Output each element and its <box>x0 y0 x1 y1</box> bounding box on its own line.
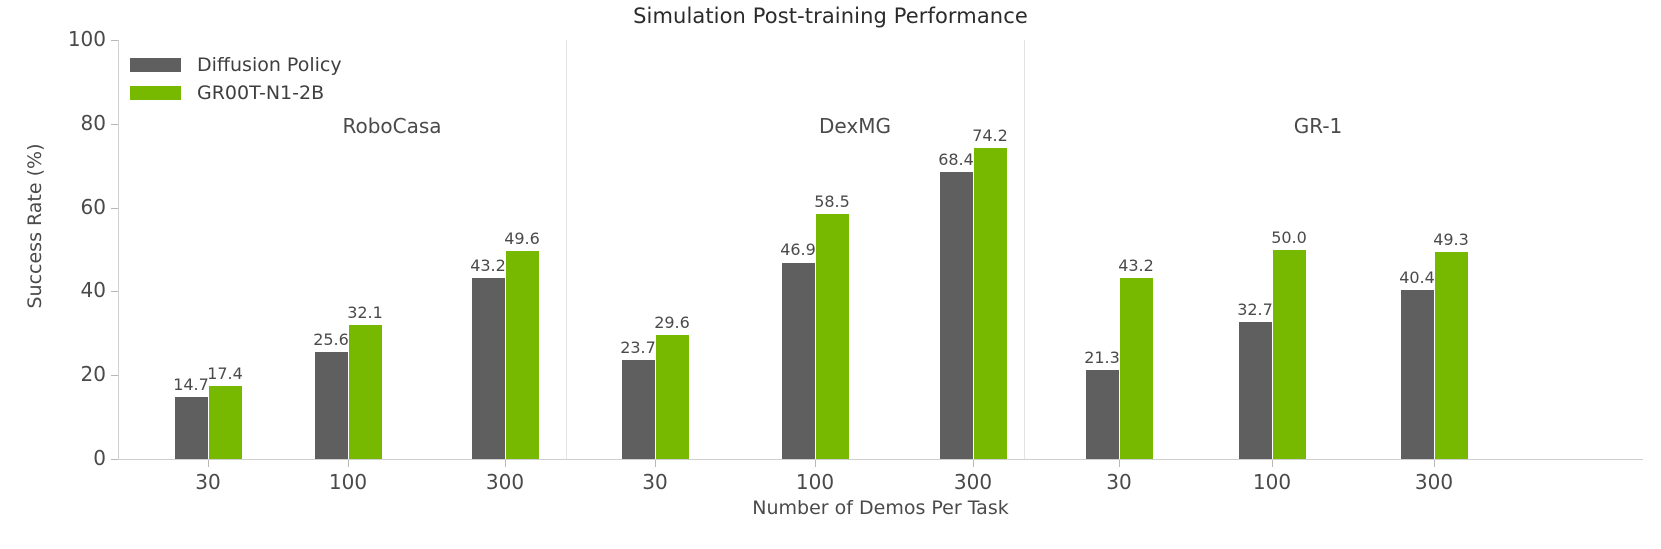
x-tick-mark <box>348 460 349 467</box>
x-tick-mark <box>815 460 816 467</box>
legend-swatch-icon <box>130 85 181 100</box>
x-tick-label: 300 <box>953 470 993 494</box>
bar-value-label: 23.7 <box>620 337 656 357</box>
group-title-robocasa: RoboCasa <box>342 114 442 138</box>
bar-value-label: 21.3 <box>1084 347 1120 367</box>
bar-diffusion-policy <box>471 278 505 459</box>
bar-gr00t-n1-2b <box>1272 249 1306 459</box>
bar-value-label: 46.9 <box>780 240 816 260</box>
x-tick-mark <box>505 460 506 467</box>
bar-diffusion-policy <box>174 397 208 459</box>
bar-value-label: 43.2 <box>1118 255 1154 275</box>
x-tick-mark <box>208 460 209 467</box>
legend-item-label: Diffusion Policy <box>197 53 342 76</box>
y-tick-label: 0 <box>93 446 106 470</box>
x-tick-label: 100 <box>1252 470 1292 494</box>
y-tick-label: 100 <box>67 27 106 51</box>
group-separator-2 <box>1024 40 1025 459</box>
y-tick-mark <box>111 123 118 125</box>
x-tick-label: 30 <box>195 470 221 494</box>
x-axis-line <box>118 459 1643 460</box>
bar-value-label: 29.6 <box>654 312 690 332</box>
y-tick-mark <box>111 459 118 460</box>
y-axis-label: Success Rate (%) <box>24 143 46 309</box>
x-axis-label: Number of Demos Per Task <box>752 497 1009 519</box>
bar-diffusion-policy <box>781 262 815 459</box>
y-tick-mark <box>111 291 118 293</box>
plot-area: RoboCasa DexMG GR-1 14.7 17.4 25.6 32.1 43.2 49.… <box>118 40 1643 459</box>
bar-value-label: 32.7 <box>1237 299 1273 319</box>
bar-value-label: 40.4 <box>1399 267 1435 287</box>
x-tick-mark <box>1119 460 1120 467</box>
legend-item-label: GR00T-N1-2B <box>197 81 325 104</box>
legend-swatch-icon <box>130 57 181 72</box>
x-tick-mark <box>973 460 974 467</box>
x-tick-label: 30 <box>1106 470 1132 494</box>
chart-title: Simulation Post-training Performance <box>633 4 1028 28</box>
bar-value-label: 43.2 <box>470 255 506 275</box>
bar-value-label: 32.1 <box>347 302 383 322</box>
bar-value-label: 49.6 <box>504 229 540 249</box>
bar-value-label: 74.2 <box>972 126 1008 146</box>
legend-item[interactable]: Diffusion Policy <box>130 52 430 77</box>
bar-diffusion-policy <box>1085 369 1119 459</box>
y-tick-mark <box>111 375 118 377</box>
bar-value-label: 25.6 <box>313 329 349 349</box>
bar-gr00t-n1-2b <box>1119 278 1153 459</box>
bar-value-label: 68.4 <box>938 150 974 170</box>
group-separator-1 <box>566 40 567 459</box>
x-tick-mark <box>1272 460 1273 467</box>
x-tick-label: 100 <box>795 470 835 494</box>
bar-value-label: 17.4 <box>207 364 243 384</box>
bar-gr00t-n1-2b <box>1434 252 1468 459</box>
bar-gr00t-n1-2b <box>973 148 1007 459</box>
bar-value-label: 58.5 <box>814 191 850 211</box>
bar-diffusion-policy <box>1400 289 1434 459</box>
x-tick-mark <box>1434 460 1435 467</box>
y-tick-label: 80 <box>80 110 106 135</box>
y-tick-label: 20 <box>80 362 106 387</box>
x-tick-label: 300 <box>485 470 525 494</box>
bar-gr00t-n1-2b <box>655 334 689 459</box>
group-title-dexmg: DexMG <box>819 114 891 138</box>
y-tick-mark <box>111 40 118 41</box>
bar-diffusion-policy <box>939 172 973 459</box>
bar-gr00t-n1-2b <box>815 213 849 459</box>
bar-value-label: 49.3 <box>1433 230 1469 250</box>
chart-legend: Diffusion Policy GR00T-N1-2B <box>130 52 430 108</box>
bar-value-label: 50.0 <box>1271 227 1307 247</box>
bar-gr00t-n1-2b <box>505 251 539 459</box>
x-tick-mark <box>655 460 656 467</box>
bar-gr00t-n1-2b <box>348 324 382 459</box>
legend-item[interactable]: GR00T-N1-2B <box>130 80 430 105</box>
bar-gr00t-n1-2b <box>208 386 242 459</box>
y-tick-mark <box>111 207 118 209</box>
bar-diffusion-policy <box>314 351 348 459</box>
y-tick-label: 60 <box>80 194 106 219</box>
x-tick-label: 100 <box>328 470 368 494</box>
y-axis-line <box>118 40 119 460</box>
bar-diffusion-policy <box>1238 322 1272 459</box>
x-tick-label: 30 <box>642 470 668 494</box>
x-tick-label: 300 <box>1414 470 1454 494</box>
y-tick-label: 40 <box>80 278 106 303</box>
bar-diffusion-policy <box>621 359 655 459</box>
bar-value-label: 14.7 <box>173 375 209 395</box>
group-title-gr-1: GR-1 <box>1293 114 1343 138</box>
